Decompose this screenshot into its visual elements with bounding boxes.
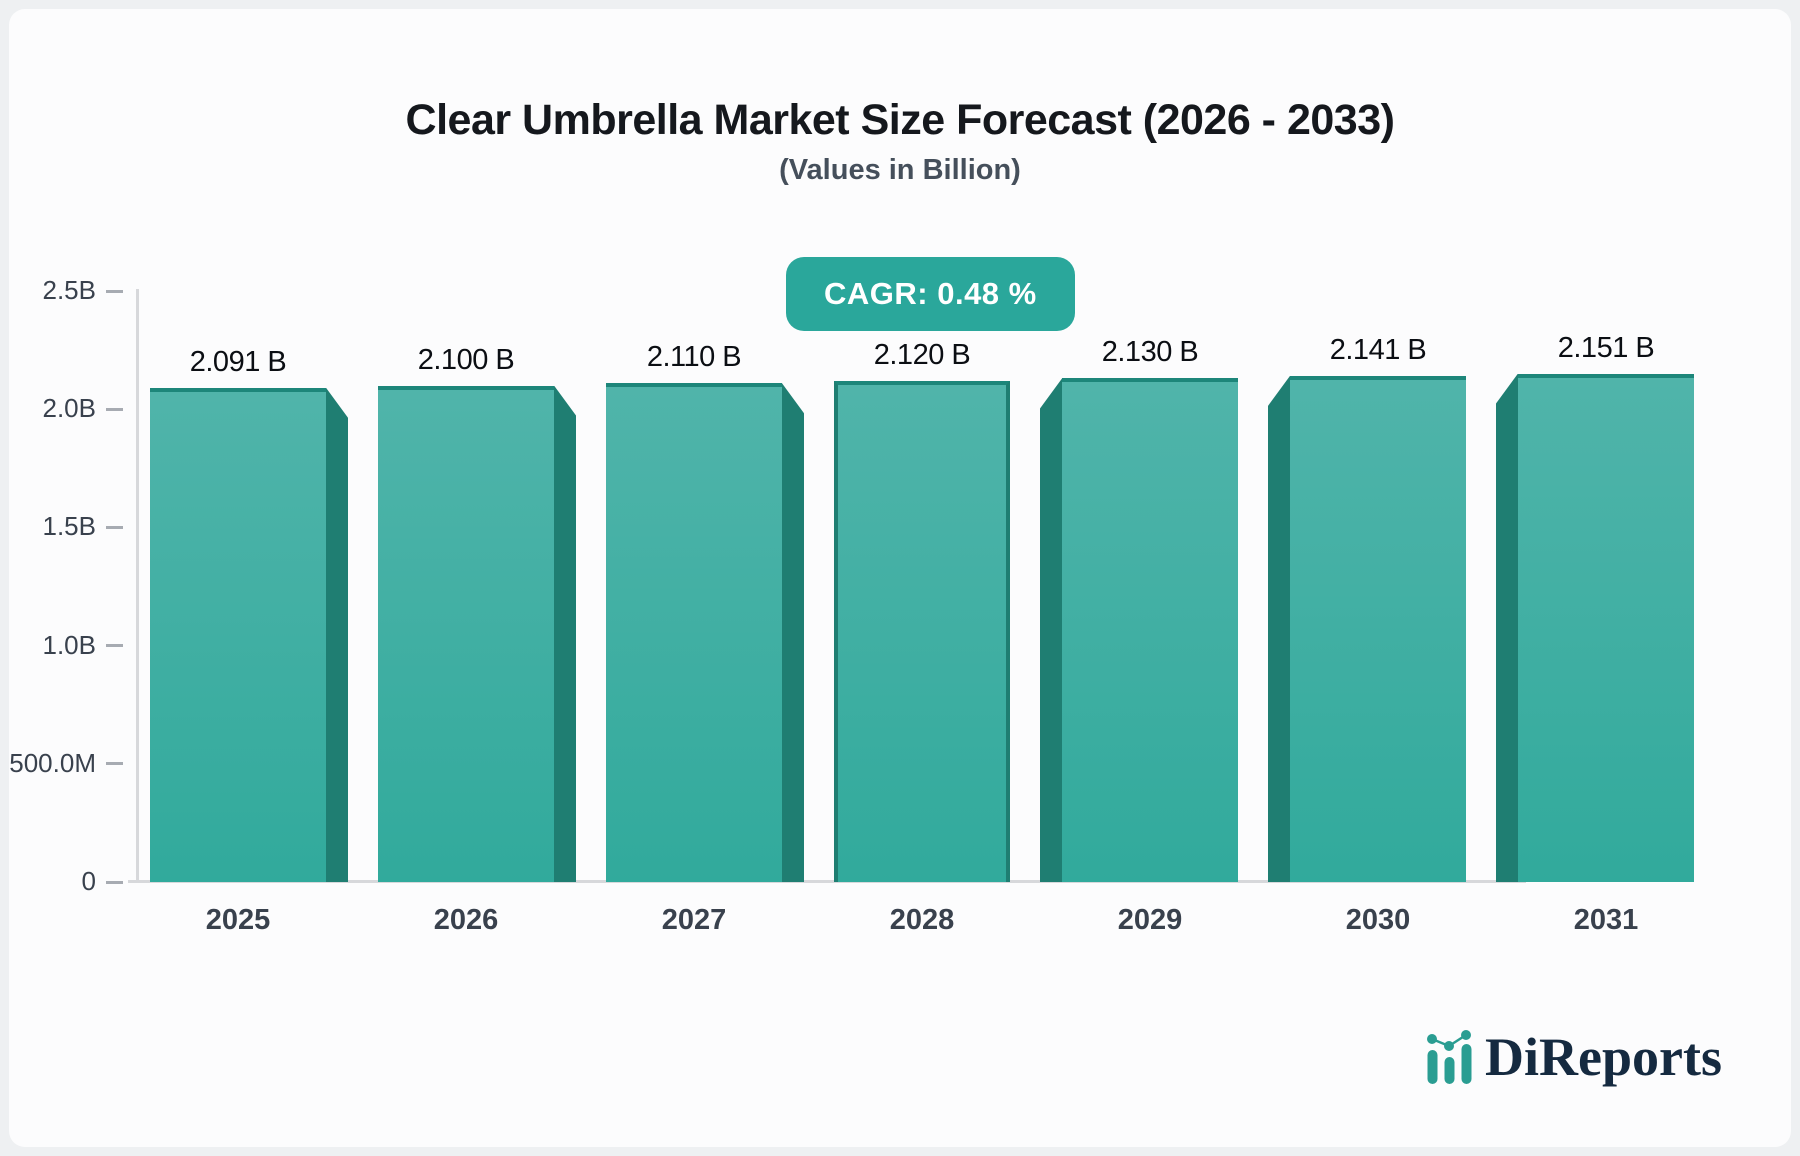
bar-side-panel [1268, 375, 1290, 882]
bar-value-label: 2.141 B [1329, 333, 1427, 366]
bar-2031[interactable] [1496, 373, 1694, 882]
chart-subtitle: (Values in Billion) [779, 154, 1021, 186]
y-axis-label: 0 [81, 866, 96, 896]
bar-side-panel [554, 385, 576, 882]
logo: DiReports [1424, 1028, 1722, 1086]
bar-value-label: 2.120 B [873, 338, 971, 371]
logo-text: DiReports [1485, 1027, 1722, 1087]
y-axis-tick [106, 644, 123, 648]
x-axis-label: 2031 [1573, 904, 1639, 936]
bar-face [1062, 378, 1238, 882]
bar-side-panel [326, 387, 348, 882]
bar-2030[interactable] [1268, 375, 1466, 882]
bar-face [1290, 375, 1466, 882]
chart-title: Clear Umbrella Market Size Forecast (202… [405, 96, 1395, 144]
bar-value-label: 2.130 B [1101, 336, 1199, 369]
y-axis-label: 500.0M [9, 747, 96, 778]
bar-face [150, 387, 326, 882]
y-axis-tick [106, 407, 123, 411]
y-axis-tick [106, 289, 123, 293]
x-axis-label: 2028 [889, 904, 955, 936]
y-axis-tick [106, 880, 123, 884]
bar-face [1518, 373, 1694, 882]
y-axis-label: 1.0B [42, 629, 97, 660]
bar-2029[interactable] [1040, 378, 1238, 882]
bar-2028[interactable] [834, 380, 1010, 882]
bar-value-label: 2.151 B [1557, 331, 1655, 364]
x-axis-label: 2030 [1345, 904, 1411, 936]
bar-side-panel [1040, 378, 1062, 882]
bar-2026[interactable] [378, 385, 576, 882]
y-axis-label: 2.5B [42, 275, 97, 305]
cagr-badge: CAGR: 0.48 % [786, 257, 1075, 331]
bar-2027[interactable] [606, 383, 804, 882]
bar-value-label: 2.100 B [417, 343, 515, 376]
chart-card: Clear Umbrella Market Size Forecast (202… [9, 9, 1791, 1147]
bar-face [378, 385, 554, 882]
y-axis-tick [106, 762, 123, 766]
bar-value-label: 2.091 B [189, 345, 287, 378]
x-axis-label: 2029 [1117, 904, 1183, 936]
x-axis-label: 2027 [661, 904, 727, 936]
bar-side-panel [1496, 373, 1518, 882]
x-axis-label: 2025 [205, 904, 271, 936]
y-axis-label: 1.5B [42, 511, 97, 542]
bar-2025[interactable] [150, 387, 348, 882]
mini-bar-chart-icon [1427, 1030, 1472, 1084]
bar-face [606, 383, 782, 882]
y-axis-line [136, 289, 139, 883]
bar-face [834, 380, 1010, 882]
x-axis-label: 2026 [433, 904, 499, 936]
y-axis-label: 2.0B [42, 393, 97, 424]
x-axis-line [128, 880, 1526, 883]
bar-side-panel [782, 383, 804, 882]
bar-value-label: 2.110 B [646, 341, 742, 374]
y-axis-tick [106, 525, 123, 529]
